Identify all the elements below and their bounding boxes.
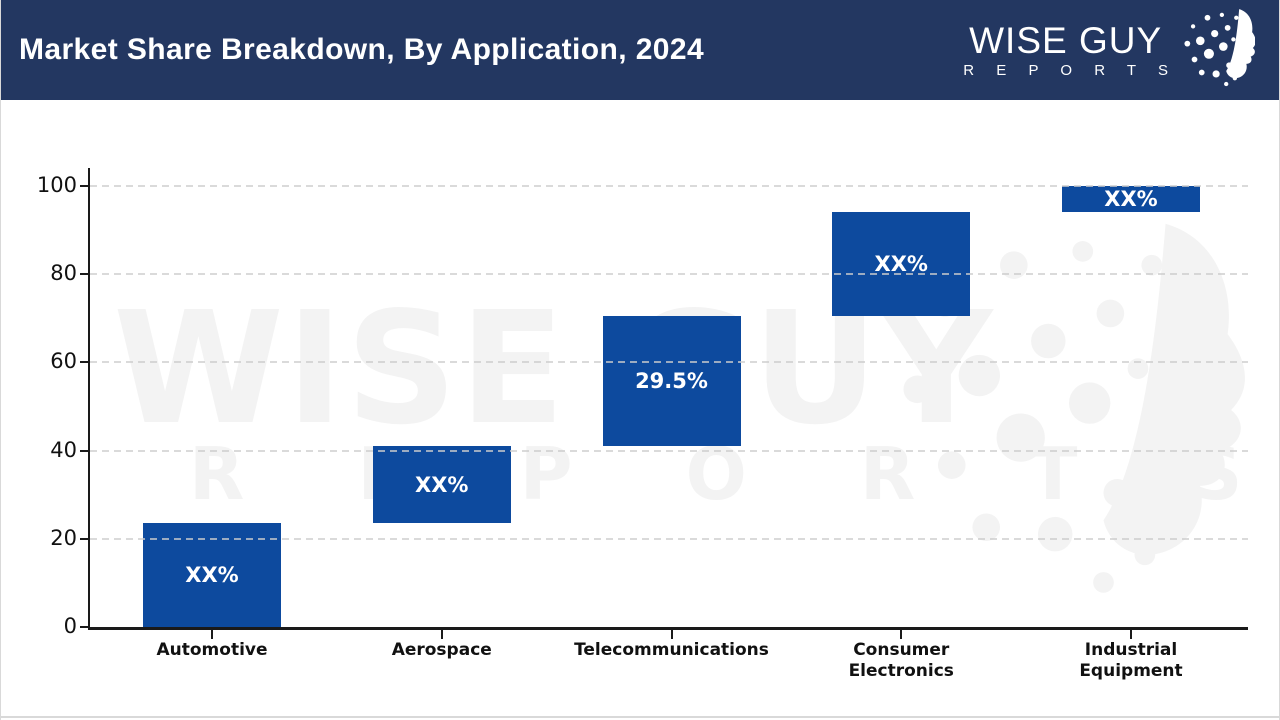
y-tick-label-60: 60 bbox=[17, 349, 77, 373]
bar-value-label-industrial-equipment: XX% bbox=[1104, 187, 1157, 211]
gridline-40 bbox=[90, 450, 1248, 452]
waterfall-chart: 0 20 40 60 80 100 XX% Automotive XX% Aerospace 29.… bbox=[1, 100, 1280, 718]
category-label-line: Aerospace bbox=[327, 640, 557, 661]
x-tick-mark-aerospace bbox=[441, 630, 443, 639]
category-label-line: Consumer bbox=[786, 640, 1016, 661]
y-tick-label-0: 0 bbox=[17, 614, 77, 638]
bar-aerospace: XX% bbox=[373, 446, 511, 523]
y-tick-label-80: 80 bbox=[17, 261, 77, 285]
logo-wordmark: WISE GUY bbox=[969, 22, 1162, 60]
category-label-automotive: Automotive bbox=[97, 640, 327, 661]
y-axis bbox=[88, 168, 90, 630]
gridline-20 bbox=[90, 538, 1248, 540]
category-label-line: Automotive bbox=[97, 640, 327, 661]
face-profile-icon bbox=[1183, 6, 1255, 94]
category-label-line: Industrial bbox=[1016, 640, 1246, 661]
bar-value-label-aerospace: XX% bbox=[415, 473, 468, 497]
bar-value-label-automotive: XX% bbox=[185, 563, 238, 587]
y-tick-label-20: 20 bbox=[17, 526, 77, 550]
header-bar: Market Share Breakdown, By Application, … bbox=[1, 0, 1280, 100]
chart-page: Market Share Breakdown, By Application, … bbox=[0, 0, 1280, 720]
wise-guy-reports-logo: WISE GUY R E P O R T S bbox=[954, 6, 1255, 94]
y-tick-label-100: 100 bbox=[17, 173, 77, 197]
category-label-line: Electronics bbox=[786, 661, 1016, 682]
x-tick-mark-telecommunications bbox=[671, 630, 673, 639]
category-label-consumer-electronics: ConsumerElectronics bbox=[786, 640, 1016, 682]
category-label-aerospace: Aerospace bbox=[327, 640, 557, 661]
x-axis bbox=[88, 627, 1248, 630]
bar-consumer-electronics: XX% bbox=[832, 212, 970, 316]
category-label-telecommunications: Telecommunications bbox=[557, 640, 787, 661]
gridline-60 bbox=[90, 361, 1248, 363]
logo-subtitle: R E P O R T S bbox=[954, 62, 1177, 79]
category-label-line: Telecommunications bbox=[557, 640, 787, 661]
bottom-border-line bbox=[1, 716, 1280, 718]
bar-value-label-telecommunications: 29.5% bbox=[635, 369, 708, 393]
bar-industrial-equipment: XX% bbox=[1062, 186, 1200, 212]
bar-telecommunications: 29.5% bbox=[603, 316, 741, 446]
category-label-industrial-equipment: IndustrialEquipment bbox=[1016, 640, 1246, 682]
gridline-100 bbox=[90, 185, 1248, 187]
category-label-line: Equipment bbox=[1016, 661, 1246, 682]
y-tick-label-40: 40 bbox=[17, 438, 77, 462]
logo-text: WISE GUY R E P O R T S bbox=[954, 22, 1177, 79]
gridline-80 bbox=[90, 273, 1248, 275]
x-tick-mark-consumer-electronics bbox=[900, 630, 902, 639]
x-tick-mark-automotive bbox=[211, 630, 213, 639]
page-title: Market Share Breakdown, By Application, … bbox=[19, 33, 704, 67]
x-tick-mark-industrial-equipment bbox=[1130, 630, 1132, 639]
